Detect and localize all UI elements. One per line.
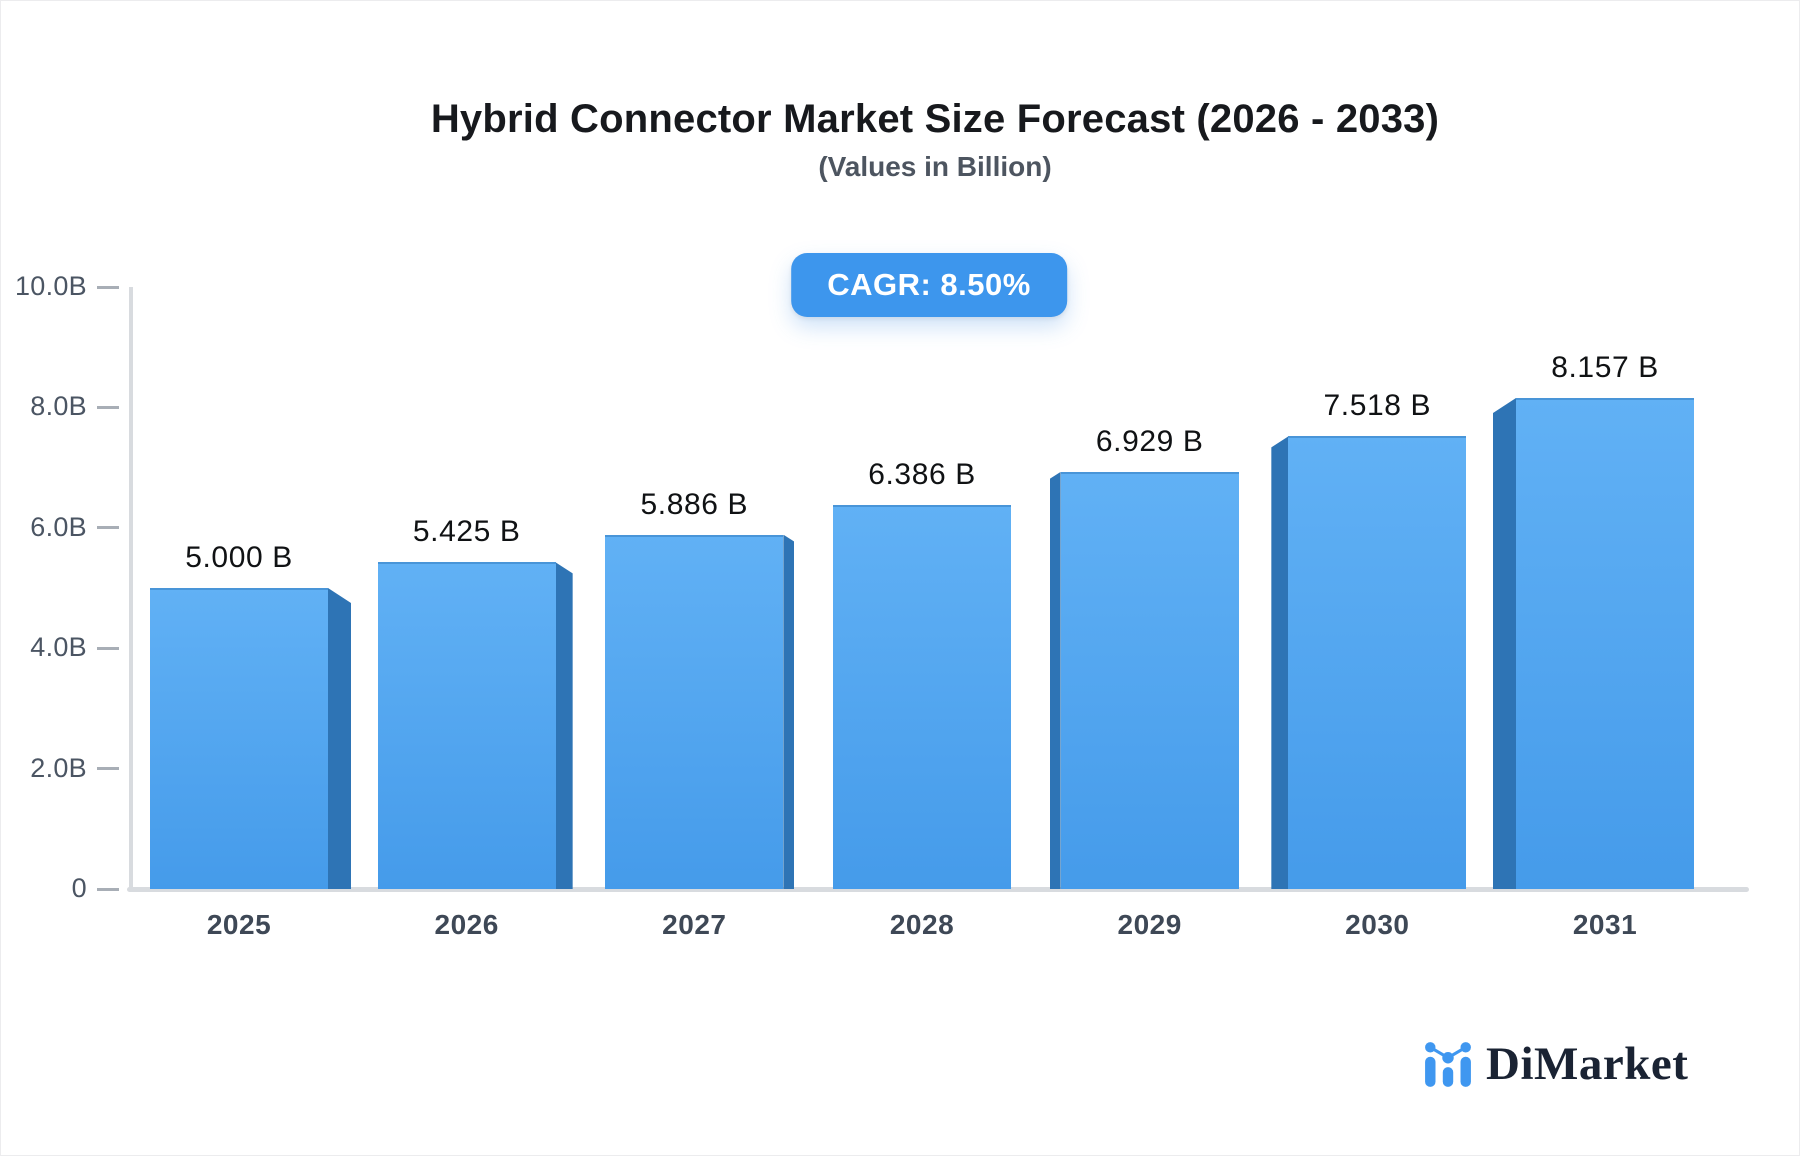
x-axis-label-2026: 2026: [434, 909, 499, 940]
bar-value-label: 6.929 B: [1095, 424, 1204, 458]
x-axis-label-2028: 2028: [889, 909, 955, 940]
bar-side-face: [783, 534, 795, 889]
bar-2029: [1060, 471, 1239, 889]
bar-2031: [1516, 397, 1694, 889]
bar-chart-icon: [1425, 1042, 1471, 1087]
bar-value-label: 5.886 B: [640, 487, 749, 521]
bar-side-face: [1049, 471, 1061, 889]
y-tick-label: 10.0B: [14, 271, 87, 301]
bar-2027: [605, 534, 784, 889]
bar-value-label: 7.518 B: [1323, 389, 1432, 423]
y-tick-label: 0: [71, 873, 87, 903]
x-axis-label-2027: 2027: [662, 909, 727, 940]
y-tick-label: 6.0B: [30, 511, 87, 542]
cagr-badge-label: CAGR: 8.50%: [827, 267, 1031, 302]
bar-2025: [150, 588, 328, 889]
chart-title: Hybrid Connector Market Size Forecast (2…: [430, 97, 1440, 141]
bar-side-face: [1493, 397, 1516, 889]
cagr-badge: CAGR: 8.50%: [791, 253, 1067, 317]
bar-2030: [1288, 436, 1467, 889]
bar-side-face: [555, 562, 573, 889]
y-tick-mark: [97, 887, 119, 891]
y-tick-mark: [97, 526, 119, 530]
x-axis-label-2025: 2025: [206, 909, 272, 940]
logo-text: DiMarket: [1486, 1038, 1689, 1090]
y-tick-mark: [97, 646, 119, 650]
x-axis-label-2031: 2031: [1572, 909, 1638, 940]
bar-side-face: [328, 588, 351, 889]
y-axis-line: [129, 287, 133, 889]
bar-side-face: [1271, 436, 1289, 889]
y-tick-mark: [97, 767, 119, 771]
dimarket-logo: DiMarket: [1423, 1037, 1688, 1091]
bar-2026: [377, 562, 556, 889]
chart-subtitle: (Values in Billion): [818, 151, 1052, 182]
bar-value-label: 5.000 B: [185, 541, 293, 574]
x-axis-label-2029: 2029: [1117, 909, 1182, 940]
y-tick-mark: [97, 285, 119, 289]
bar-value-label: 8.157 B: [1551, 350, 1659, 384]
x-axis-label-2030: 2030: [1345, 909, 1410, 940]
bar-value-label: 6.386 B: [868, 457, 976, 491]
y-tick-label: 8.0B: [30, 391, 87, 422]
y-tick-label: 4.0B: [30, 632, 87, 663]
y-tick-label: 2.0B: [30, 752, 87, 783]
bar-value-label: 5.425 B: [412, 515, 521, 549]
bar-2028: [833, 504, 1011, 889]
y-tick-mark: [97, 405, 119, 409]
x-axis-line: [127, 887, 1749, 892]
